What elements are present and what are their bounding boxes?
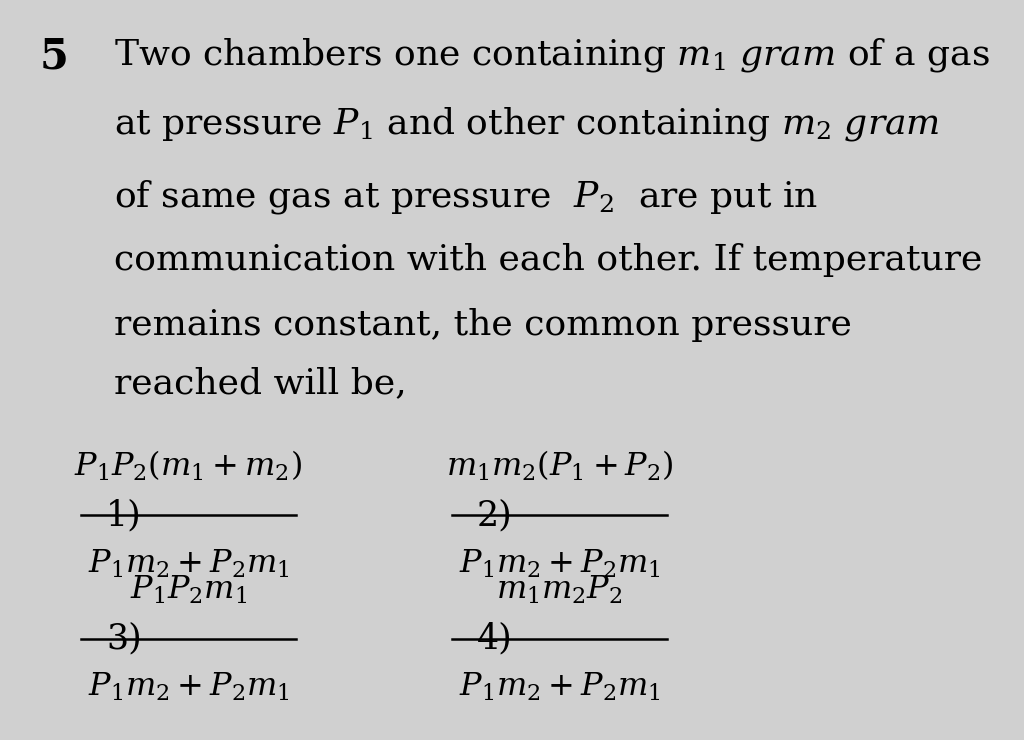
Text: of same gas at pressure  $P_2$  are put in: of same gas at pressure $P_2$ are put in: [114, 178, 818, 215]
Text: 4): 4): [477, 622, 513, 656]
Text: reached will be,: reached will be,: [114, 366, 407, 400]
Text: $P_1m_2+P_2m_1$: $P_1m_2+P_2m_1$: [459, 671, 660, 704]
Text: communication with each other. If temperature: communication with each other. If temper…: [114, 243, 982, 277]
Text: $P_1m_2+P_2m_1$: $P_1m_2+P_2m_1$: [88, 671, 289, 704]
Text: Two chambers one containing $m_1$ $gram$ of a gas: Two chambers one containing $m_1$ $gram$…: [114, 36, 990, 74]
Text: at pressure $P_1$ and other containing $m_2$ $gram$: at pressure $P_1$ and other containing $…: [114, 105, 940, 143]
Text: 2): 2): [477, 498, 513, 532]
Text: $P_1P_2m_1$: $P_1P_2m_1$: [130, 574, 247, 606]
Text: 3): 3): [105, 622, 141, 656]
Text: 1): 1): [105, 498, 141, 532]
Text: $m_1m_2(P_1+P_2)$: $m_1m_2(P_1+P_2)$: [445, 448, 673, 482]
Text: $P_1P_2(m_1+m_2)$: $P_1P_2(m_1+m_2)$: [75, 448, 302, 482]
Text: 5: 5: [40, 36, 69, 78]
Text: $P_1m_2+P_2m_1$: $P_1m_2+P_2m_1$: [88, 548, 289, 580]
Text: $m_1m_2P_2$: $m_1m_2P_2$: [497, 574, 623, 606]
Text: $P_1m_2+P_2m_1$: $P_1m_2+P_2m_1$: [459, 548, 660, 580]
Text: remains constant, the common pressure: remains constant, the common pressure: [114, 309, 852, 343]
